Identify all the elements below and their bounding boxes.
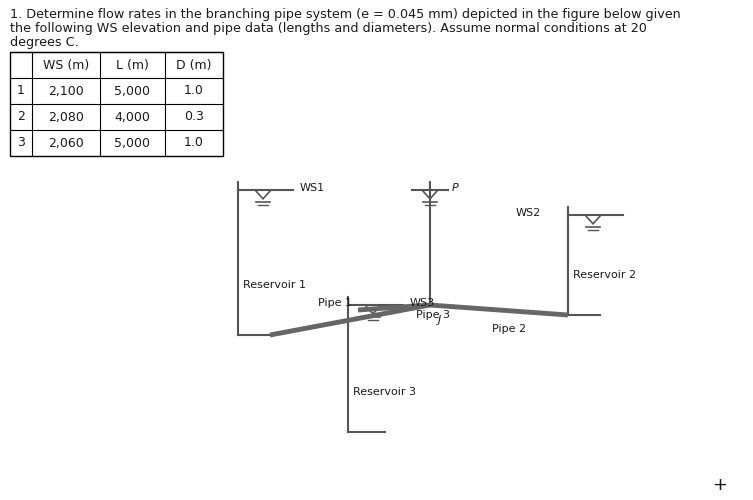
Text: 5,000: 5,000 [114,84,151,98]
Text: 4,000: 4,000 [114,110,151,124]
Text: 0.3: 0.3 [184,110,204,124]
Text: WS (m): WS (m) [43,58,89,71]
Text: Pipe 2: Pipe 2 [492,324,526,334]
Text: J: J [438,315,441,325]
Text: +: + [712,476,727,494]
Text: L (m): L (m) [116,58,149,71]
Text: 2,100: 2,100 [48,84,84,98]
Text: D (m): D (m) [176,58,212,71]
Text: Reservoir 3: Reservoir 3 [353,387,416,397]
Text: 2: 2 [17,110,25,124]
Text: 1.0: 1.0 [184,136,204,149]
Text: Pipe 3: Pipe 3 [416,310,450,320]
Text: the following WS elevation and pipe data (lengths and diameters). Assume normal : the following WS elevation and pipe data… [10,22,647,35]
Text: Reservoir 1: Reservoir 1 [243,280,306,290]
Text: 1: 1 [17,84,25,98]
Text: Reservoir 2: Reservoir 2 [573,270,636,280]
Text: 5,000: 5,000 [114,136,151,149]
Text: 3: 3 [17,136,25,149]
Text: WS3: WS3 [410,298,435,308]
Text: P: P [452,183,459,193]
Text: 1. Determine flow rates in the branching pipe system (e = 0.045 mm) depicted in : 1. Determine flow rates in the branching… [10,8,681,21]
Text: WS2: WS2 [516,208,541,218]
Text: degrees C.: degrees C. [10,36,79,49]
Text: Pipe 1: Pipe 1 [318,298,352,308]
Text: 2,060: 2,060 [48,136,84,149]
Text: 2,080: 2,080 [48,110,84,124]
Text: 1.0: 1.0 [184,84,204,98]
Bar [10,52,223,156]
Text: WS1: WS1 [300,183,325,193]
